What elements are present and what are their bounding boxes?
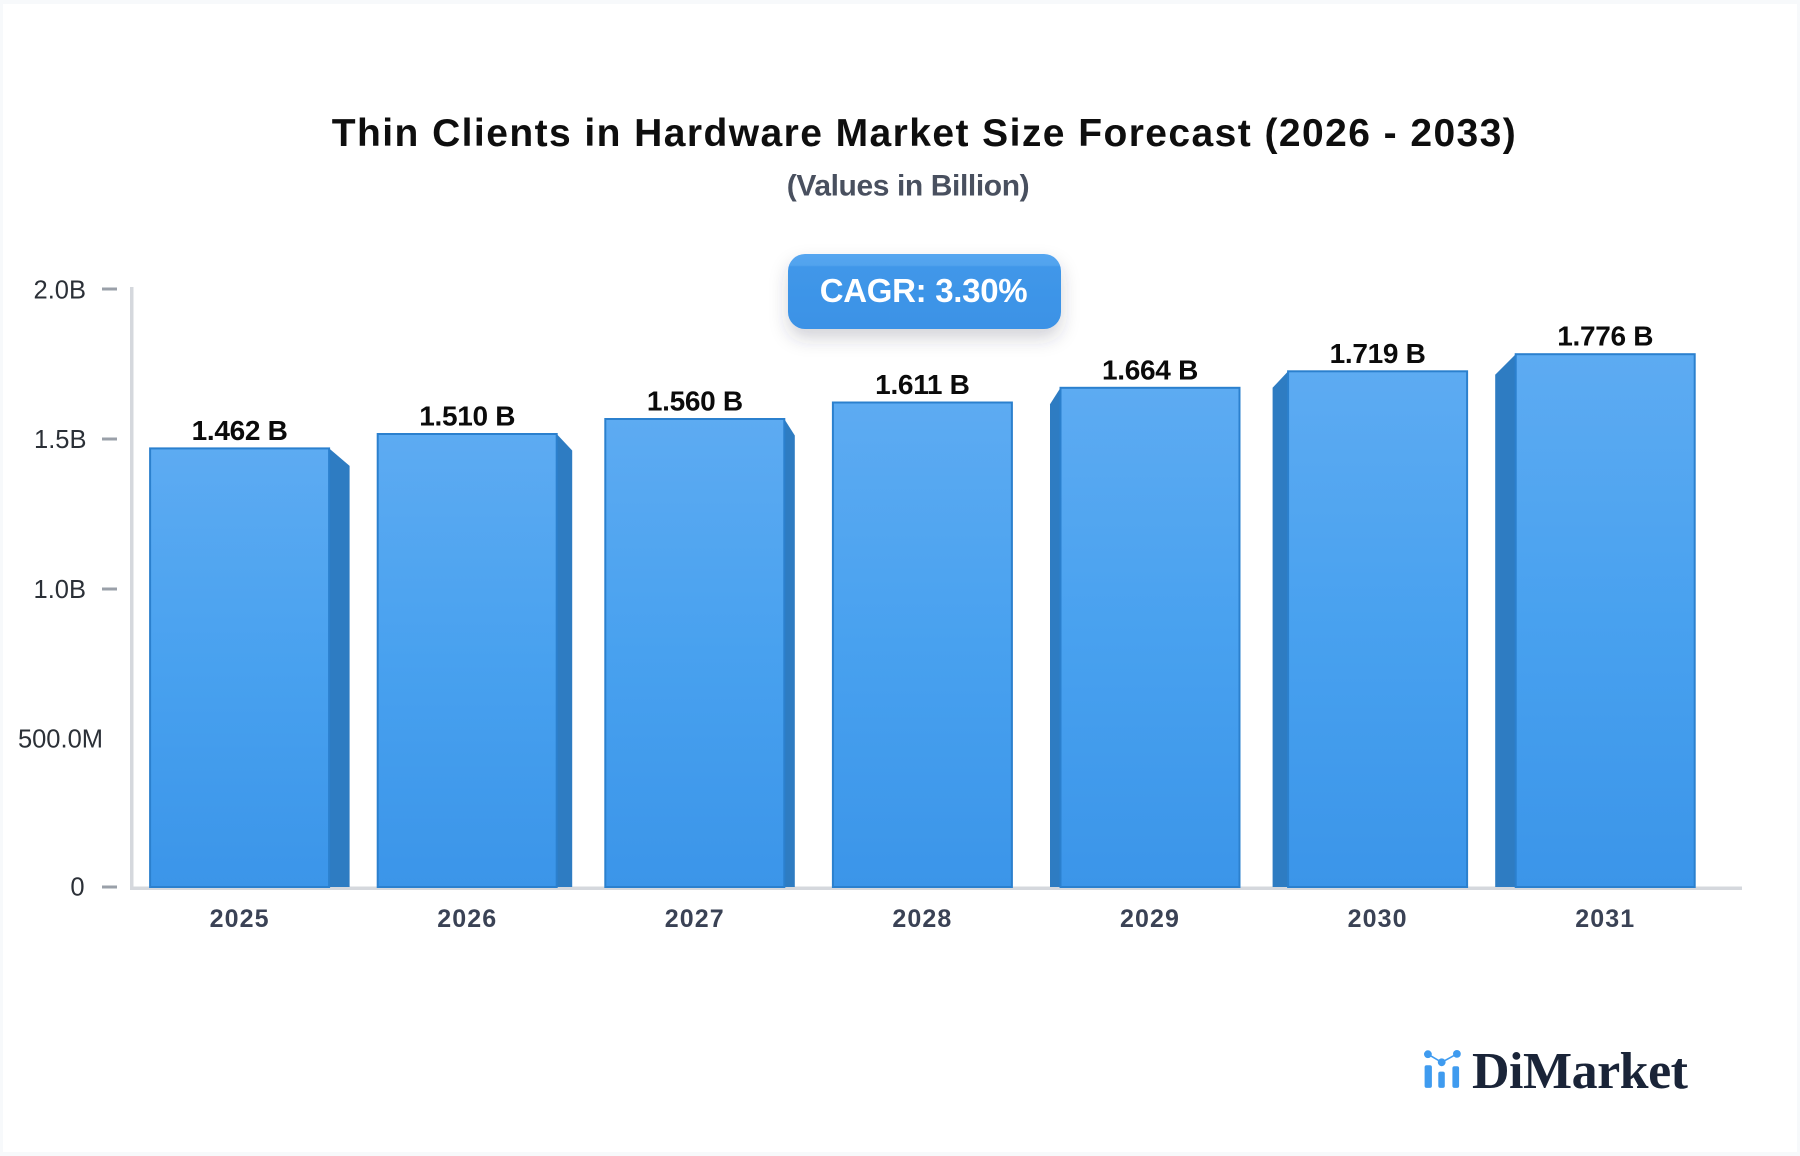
svg-text:0: 0	[70, 874, 84, 902]
svg-text:DiMarket: DiMarket	[1472, 1043, 1689, 1100]
svg-text:2029: 2029	[1120, 905, 1180, 933]
svg-text:1.776 B: 1.776 B	[1557, 321, 1653, 352]
svg-text:1.0B: 1.0B	[34, 576, 86, 604]
svg-text:2025: 2025	[210, 905, 270, 933]
svg-text:Thin Clients in Hardware Marke: Thin Clients in Hardware Market Size For…	[332, 112, 1517, 155]
svg-text:500.0M: 500.0M	[18, 726, 103, 754]
svg-text:2027: 2027	[665, 905, 725, 933]
svg-text:CAGR: 3.30%: CAGR: 3.30%	[820, 272, 1028, 309]
svg-text:1.611 B: 1.611 B	[875, 369, 969, 400]
svg-text:1.510 B: 1.510 B	[419, 401, 515, 432]
svg-text:1.5B: 1.5B	[34, 426, 86, 454]
svg-text:2.0B: 2.0B	[34, 277, 86, 305]
svg-text:1.560 B: 1.560 B	[647, 386, 743, 417]
svg-text:(Values in Billion): (Values in Billion)	[787, 169, 1029, 202]
svg-text:2030: 2030	[1348, 905, 1408, 933]
svg-text:1.462 B: 1.462 B	[192, 415, 288, 446]
svg-text:2026: 2026	[437, 905, 497, 933]
svg-text:2031: 2031	[1575, 905, 1635, 933]
svg-text:1.719 B: 1.719 B	[1330, 338, 1426, 369]
svg-text:2028: 2028	[892, 905, 952, 933]
svg-text:1.664 B: 1.664 B	[1102, 354, 1198, 385]
